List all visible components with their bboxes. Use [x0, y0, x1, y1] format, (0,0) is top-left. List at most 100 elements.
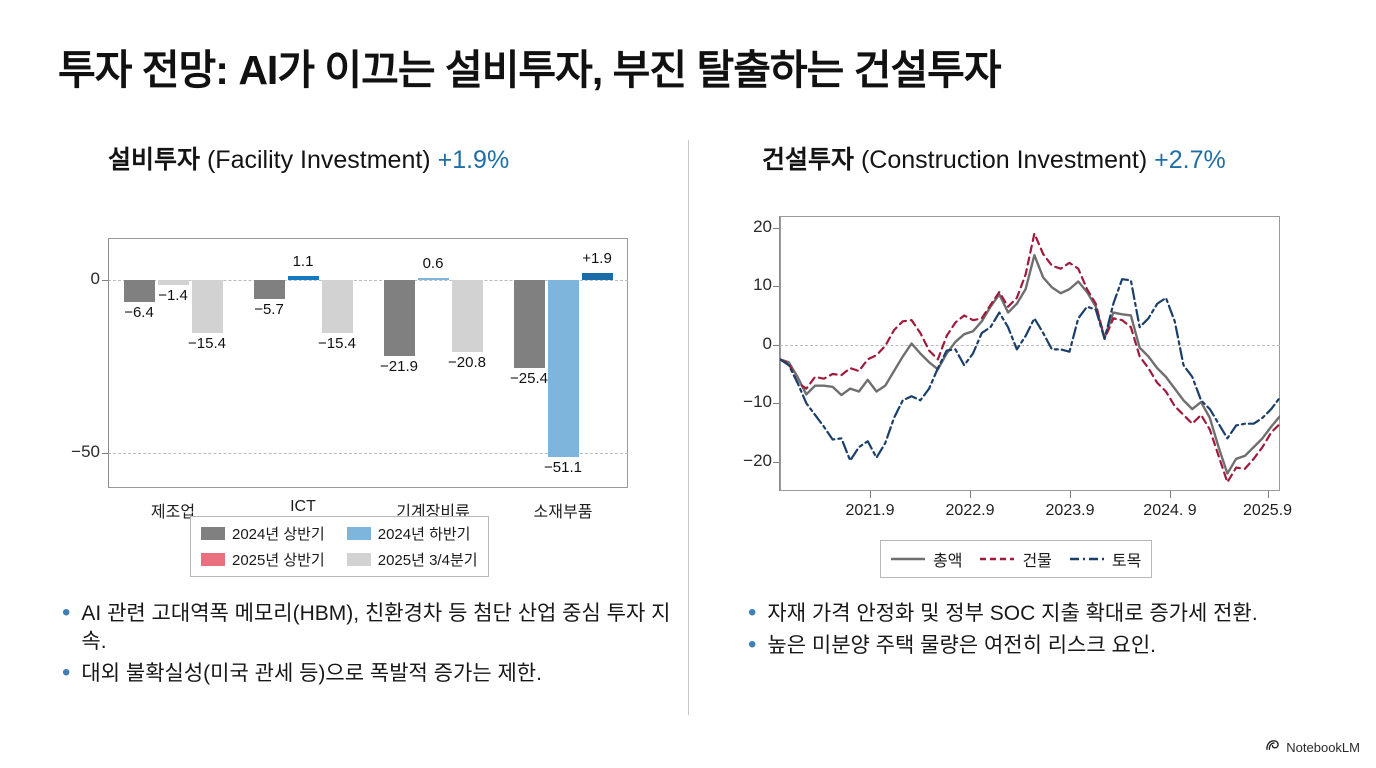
bar-category-label: 소재부품 [533, 504, 593, 521]
legend-label: 2025년 상반기 [232, 552, 325, 569]
bar-소재부품-2 [581, 273, 613, 280]
bar-y-axis-label: 0 [90, 268, 100, 288]
legend-line-icon [891, 557, 925, 561]
construction-bullet-text: 자재 가격 안정화 및 정부 SOC 지출 확대로 증가세 전환. [767, 602, 1258, 625]
construction-panel-title: 건설투자 (Construction Investment) +2.7% [762, 140, 1332, 176]
line-series-토목 [780, 278, 1280, 462]
facility-bullet-item: • 대외 불확실성(미국 관세 등)으로 폭발적 증가는 제한. [62, 658, 674, 688]
bar-value-label: −20.8 [448, 353, 486, 371]
legend-item-토목: 토목 [1069, 547, 1142, 571]
line-y-tick [773, 344, 780, 346]
line-y-axis-label: −10 [743, 392, 772, 412]
bar-ICT-0 [253, 279, 285, 300]
bar-y-tick [102, 279, 108, 281]
bar-소재부품-1 [547, 279, 579, 458]
bar-value-label: −51.1 [544, 459, 582, 477]
bar-gridline [108, 279, 628, 281]
bar-value-label: −6.4 [124, 303, 154, 321]
construction-title-pct: +2.7% [1154, 146, 1226, 174]
construction-title-ko: 건설투자 [762, 146, 855, 174]
bar-ICT-1 [287, 275, 319, 280]
line-x-axis-label: 2023.9 [1045, 502, 1095, 519]
construction-bullet-list: • 자재 가격 안정화 및 정부 SOC 지출 확대로 증가세 전환. • 높은 미분… [748, 600, 1348, 664]
facility-title-ko: 설비투자 [108, 146, 201, 174]
line-plot-frame [780, 216, 1280, 491]
line-x-tick [1070, 491, 1071, 498]
legend-swatch-icon [346, 527, 371, 540]
facility-bullet-text: 대외 불확실성(미국 관세 등)으로 폭발적 증가는 제한. [81, 661, 542, 685]
line-series-svg [780, 232, 1280, 484]
notebooklm-label: NotebookLM [1286, 739, 1360, 755]
facility-investment-panel: 설비투자 (Facility Investment) +1.9% 0 −50 −6.… [58, 140, 678, 528]
legend-swatch-icon [201, 553, 225, 566]
line-y-tick [773, 227, 780, 229]
line-x-axis-label: 2021.9 [845, 502, 895, 519]
facility-bullet-text: AI 관련 고대역폭 메모리(HBM), 친환경차 등 첨단 산업 중심 투자 … [81, 602, 671, 653]
bar-gridline [108, 453, 628, 455]
legend-swatch-icon [201, 527, 225, 540]
line-x-tick [870, 491, 871, 498]
bar-제조업-2 [191, 279, 223, 334]
legend-line-icon [980, 557, 1015, 561]
facility-investment-bar-chart: 0 −50 −6.4 −1.4 −15.4 −5.7 1.1 −15.4 −21.9 0.6 −20… [58, 198, 678, 528]
line-y-tick [773, 286, 780, 288]
legend-item-건물: 건물 [980, 547, 1052, 571]
line-y-axis-label: −20 [743, 450, 772, 470]
line-zero-gridline [780, 344, 1280, 346]
legend-label: 2024년 상반기 [232, 526, 325, 543]
bar-value-label: −25.4 [510, 369, 548, 387]
legend-label: 2025년 3/4분기 [377, 552, 478, 569]
bar-category-label: 제조업 [150, 504, 196, 521]
construction-bullet-text: 높은 미분양 주택 물량은 여전히 리스크 요인. [767, 633, 1157, 657]
line-y-axis-label: 0 [762, 333, 772, 353]
bar-category-label: ICT [290, 498, 316, 515]
page-title: 투자 전망: AI가 이끄는 설비투자, 부진 탈출하는 건설투자 [58, 47, 1002, 93]
line-y-tick [773, 461, 780, 463]
facility-chart-legend: 2024년 상반기 2024년 하반기 2025년 상반기 2025년 3/4분기 [190, 516, 489, 577]
bar-value-label: −1.4 [158, 286, 188, 304]
bar-제조업-1 [157, 279, 189, 285]
notebooklm-watermark: NotebookLM [1265, 738, 1360, 756]
legend-label: 토목 [1111, 553, 1142, 570]
legend-label: 총액 [933, 553, 963, 570]
construction-bullet-item: • 자재 가격 안정화 및 정부 SOC 지출 확대로 증가세 전환. [748, 600, 1348, 628]
legend-item-2: 2025년 상반기 [201, 549, 325, 570]
bar-value-label: −15.4 [188, 335, 226, 353]
construction-chart-legend: 총액 건물 토목 [880, 540, 1153, 578]
bar-제조업-0 [123, 279, 155, 302]
bar-기계장비류-2 [451, 279, 483, 352]
bullet-dot-icon: • [748, 599, 757, 626]
bullet-dot-icon: • [62, 658, 71, 686]
line-x-tick [970, 491, 971, 498]
facility-bullet-item: • AI 관련 고대역폭 메모리(HBM), 친환경차 등 첨단 산업 중심 투자… [62, 600, 674, 656]
panel-divider [688, 140, 689, 715]
construction-investment-panel: 건설투자 (Construction Investment) +2.7% 20 1… [712, 140, 1332, 553]
bar-y-axis-spine [108, 238, 109, 488]
bar-value-label: −5.7 [254, 301, 284, 319]
line-y-axis-label: 20 [753, 216, 772, 236]
bar-value-label: 1.1 [292, 252, 314, 270]
bar-value-label: +1.9 [582, 250, 612, 268]
legend-item-1: 2024년 하반기 [346, 523, 478, 544]
construction-investment-line-chart: 20 10 0 −10 −20 2021.9 2022.9 2023.9 2024. 9 2025… [712, 198, 1332, 553]
line-x-tick [1170, 491, 1171, 498]
bar-기계장비류-0 [383, 279, 415, 356]
legend-item-3: 2025년 3/4분기 [346, 549, 478, 570]
bar-y-tick [102, 453, 108, 455]
facility-bullet-list: • AI 관련 고대역폭 메모리(HBM), 친환경차 등 첨단 산업 중심 투자… [62, 600, 674, 692]
line-x-axis-label: 2022.9 [945, 502, 995, 519]
bar-value-label: −15.4 [318, 335, 356, 353]
construction-title-en: (Construction Investment) [860, 146, 1148, 174]
legend-item-0: 2024년 상반기 [201, 523, 325, 544]
line-y-axis-spine [779, 216, 780, 491]
line-x-axis-label: 2024. 9 [1143, 502, 1197, 519]
legend-label: 건물 [1022, 553, 1052, 570]
bar-value-label: −21.9 [380, 357, 418, 375]
bar-기계장비류-1 [417, 277, 449, 280]
line-x-axis-label: 2025.9 [1243, 502, 1292, 519]
legend-line-icon [1069, 557, 1104, 561]
bar-소재부품-0 [513, 279, 545, 368]
legend-item-총액: 총액 [891, 547, 962, 571]
line-y-axis-label: 10 [753, 275, 772, 295]
